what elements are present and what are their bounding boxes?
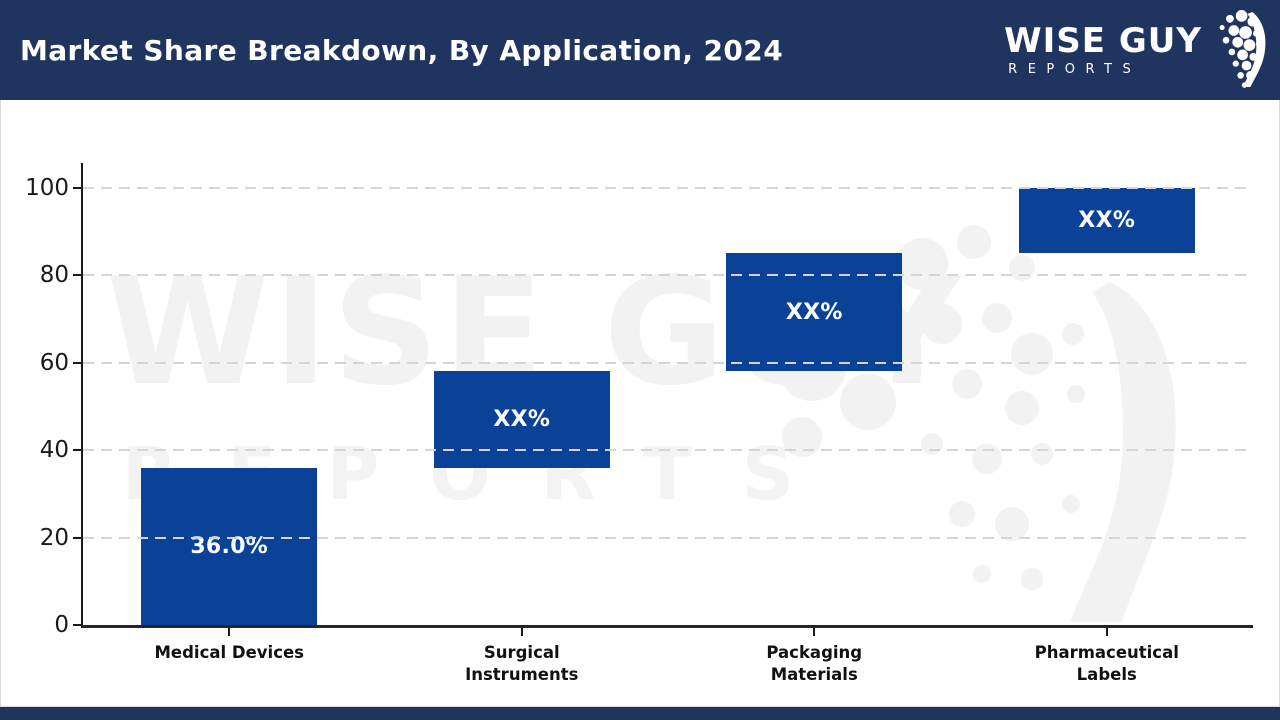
gridline bbox=[83, 186, 1253, 189]
y-axis-tick-label: 20 bbox=[39, 524, 69, 551]
header-band: Market Share Breakdown, By Application, … bbox=[0, 0, 1280, 100]
bar-value-label: XX% bbox=[1078, 207, 1136, 233]
y-axis-tick-label: 40 bbox=[39, 437, 69, 463]
x-axis-category-label: Packaging Materials bbox=[766, 643, 863, 685]
y-axis-tick bbox=[73, 361, 81, 364]
x-axis-category-label: Pharmaceutical Labels bbox=[1034, 643, 1179, 685]
brand-logo: WISE GUY REPORTS bbox=[1004, 8, 1280, 92]
plot-area: 0 20 40 60 80 100 36.0% Medical Devices XX% Surgi… bbox=[25, 163, 1253, 684]
bar-segment: XX% bbox=[433, 371, 610, 468]
x-axis-tick bbox=[1105, 628, 1108, 636]
bar-segment: XX% bbox=[726, 253, 903, 372]
dotted-head-icon bbox=[1219, 10, 1266, 88]
y-axis-tick bbox=[73, 624, 81, 626]
x-axis-category-label: Medical Devices bbox=[154, 643, 304, 662]
gridline bbox=[83, 274, 1253, 276]
y-axis-tick bbox=[73, 186, 81, 189]
logo-subtitle: REPORTS bbox=[1008, 61, 1142, 77]
x-axis-tick bbox=[228, 628, 231, 636]
x-axis-tick bbox=[813, 628, 816, 636]
x-axis-category-label: Surgical Instruments bbox=[465, 643, 579, 685]
footer-band bbox=[0, 707, 1280, 720]
gridline bbox=[83, 536, 1253, 539]
y-axis-tick-label: 0 bbox=[54, 612, 69, 638]
bar-segment: XX% bbox=[1018, 187, 1195, 254]
gridline bbox=[83, 361, 1253, 364]
y-axis-tick bbox=[73, 536, 81, 539]
y-axis-tick-label: 100 bbox=[25, 174, 69, 201]
x-axis-tick bbox=[520, 628, 523, 636]
y-axis-tick-label: 60 bbox=[39, 349, 69, 376]
bar-value-label: XX% bbox=[785, 299, 843, 325]
y-axis-tick bbox=[73, 449, 81, 451]
brand-logo-text: WISE GUY REPORTS bbox=[1004, 24, 1202, 77]
logo-wordmark: WISE GUY bbox=[1004, 20, 1202, 61]
gridline bbox=[83, 449, 1253, 451]
page-title: Market Share Breakdown, By Application, … bbox=[20, 33, 784, 67]
y-axis-tick bbox=[73, 274, 81, 276]
y-axis-tick-label: 80 bbox=[39, 262, 69, 288]
bar-segment: 36.0% bbox=[141, 467, 318, 625]
y-axis-spine bbox=[81, 163, 83, 628]
x-axis-spine bbox=[81, 625, 1253, 628]
bar-value-label: XX% bbox=[493, 406, 551, 432]
